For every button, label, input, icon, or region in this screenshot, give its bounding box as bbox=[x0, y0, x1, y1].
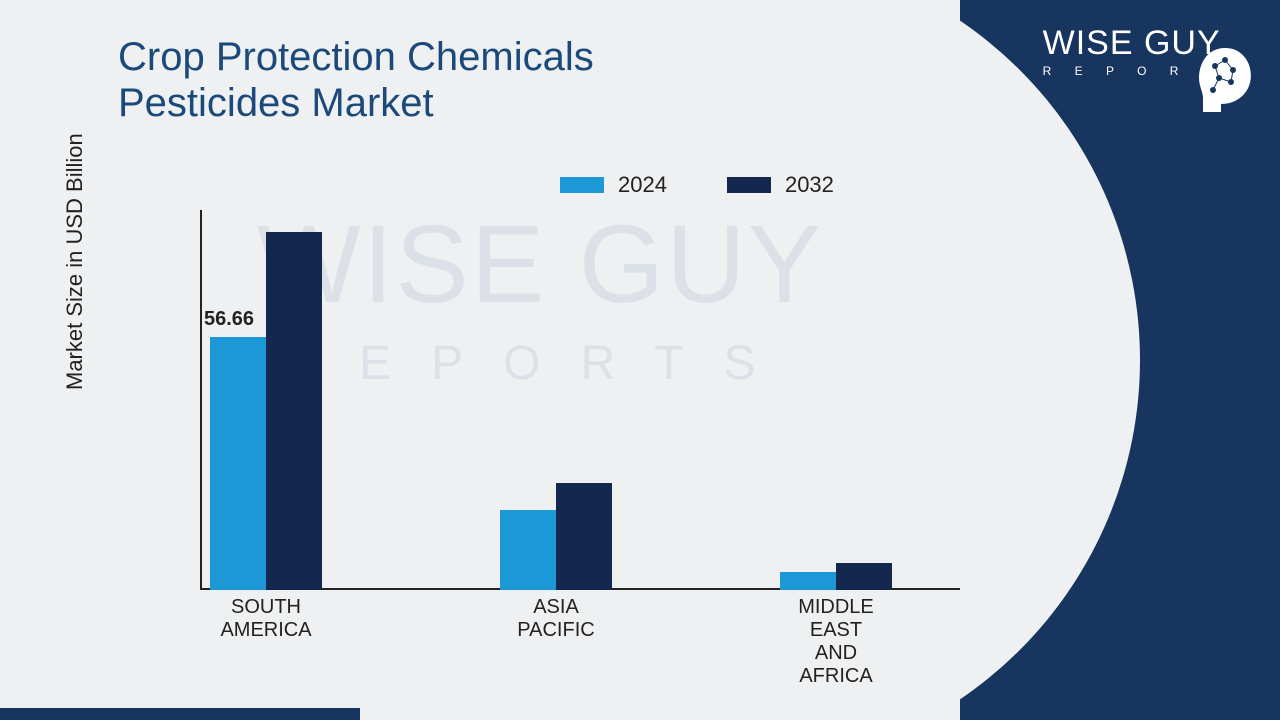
brand-logo: WISE GUY R E P O R T S bbox=[1043, 26, 1250, 78]
category-label: ASIAPACIFIC bbox=[456, 596, 656, 642]
y-axis-label: Market Size in USD Billion bbox=[62, 133, 88, 390]
legend-swatch-2032 bbox=[727, 177, 771, 193]
category-label: MIDDLEEASTANDAFRICA bbox=[736, 596, 936, 688]
category-label: SOUTHAMERICA bbox=[166, 596, 366, 642]
bar-2032 bbox=[836, 563, 892, 590]
bar-group: MIDDLEEASTANDAFRICA bbox=[780, 563, 892, 590]
bar-2032 bbox=[556, 483, 612, 590]
logo-head-icon bbox=[1195, 46, 1255, 116]
bar-2032 bbox=[266, 232, 322, 590]
legend: 2024 2032 bbox=[560, 172, 834, 198]
chart-title: Crop Protection Chemicals Pesticides Mar… bbox=[118, 34, 738, 126]
bar-group: ASIAPACIFIC bbox=[500, 483, 612, 590]
legend-label-2032: 2032 bbox=[785, 172, 834, 198]
bar-2024 bbox=[500, 510, 556, 590]
bottom-accent-bar bbox=[0, 708, 360, 720]
legend-item-2032: 2032 bbox=[727, 172, 834, 198]
y-axis-line bbox=[200, 210, 202, 590]
bar-group: 56.66SOUTHAMERICA bbox=[210, 232, 322, 590]
legend-swatch-2024 bbox=[560, 177, 604, 193]
bar-value-label: 56.66 bbox=[204, 308, 254, 331]
legend-label-2024: 2024 bbox=[618, 172, 667, 198]
chart-stage: WISE GUY R E P O R T S Crop Protection C… bbox=[0, 0, 1280, 720]
bar-2024 bbox=[210, 337, 266, 590]
bar-2024 bbox=[780, 572, 836, 590]
plot-area: 56.66SOUTHAMERICA ASIAPACIFIC MIDDLEEASTAN… bbox=[120, 210, 960, 590]
legend-item-2024: 2024 bbox=[560, 172, 667, 198]
